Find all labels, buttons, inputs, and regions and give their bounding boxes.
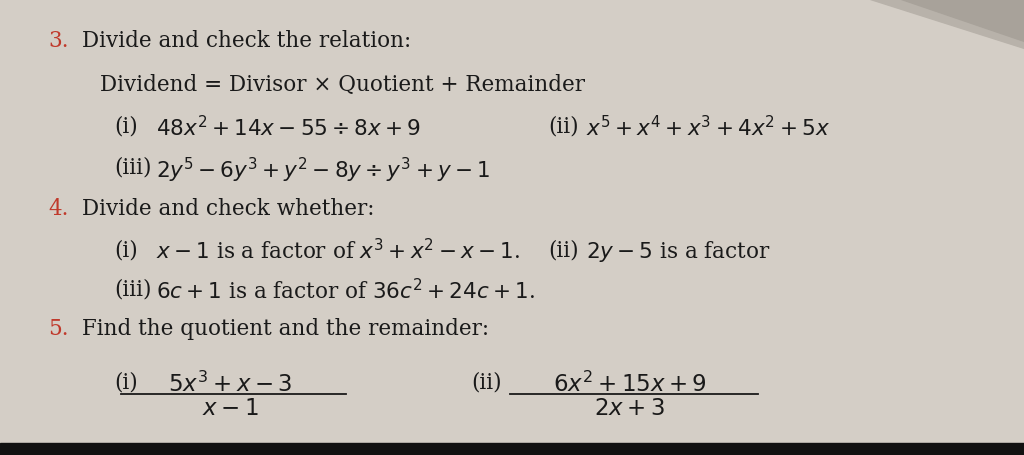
Text: $x^5 + x^4 + x^3 + 4x^2 + 5x$: $x^5 + x^4 + x^3 + 4x^2 + 5x$	[586, 116, 829, 141]
Text: 3.: 3.	[48, 30, 69, 52]
Text: (iii): (iii)	[115, 156, 153, 178]
Text: Divide and check the relation:: Divide and check the relation:	[82, 30, 412, 52]
Text: $x - 1$ is a factor of $x^3 + x^2 - x - 1$.: $x - 1$ is a factor of $x^3 + x^2 - x - …	[156, 239, 519, 264]
Text: (i): (i)	[115, 116, 138, 137]
Text: $5x^3 + x - 3$: $5x^3 + x - 3$	[168, 371, 293, 396]
Text: $x - 1$: $x - 1$	[202, 397, 259, 419]
Text: Dividend = Divisor × Quotient + Remainder: Dividend = Divisor × Quotient + Remainde…	[100, 74, 586, 96]
Text: $6c + 1$ is a factor of $36c^2 + 24c + 1$.: $6c + 1$ is a factor of $36c^2 + 24c + 1…	[156, 278, 535, 303]
Text: 5.: 5.	[48, 318, 69, 340]
Text: (iii): (iii)	[115, 278, 153, 300]
Text: Find the quotient and the remainder:: Find the quotient and the remainder:	[82, 318, 489, 340]
Text: $48x^2 + 14x - 55 \div 8x + 9$: $48x^2 + 14x - 55 \div 8x + 9$	[156, 116, 421, 141]
Text: (ii): (ii)	[548, 116, 579, 137]
Polygon shape	[901, 0, 1024, 42]
Text: (ii): (ii)	[471, 371, 502, 393]
Text: Divide and check whether:: Divide and check whether:	[82, 198, 375, 220]
Bar	[0, 443, 1024, 455]
Polygon shape	[870, 0, 1024, 49]
Text: (i): (i)	[115, 371, 138, 393]
Text: $2y^5 - 6y^3 + y^2 - 8y \div y^3 + y - 1$: $2y^5 - 6y^3 + y^2 - 8y \div y^3 + y - 1…	[156, 156, 489, 185]
Text: 4.: 4.	[48, 198, 69, 220]
Text: (ii): (ii)	[548, 239, 579, 261]
Text: (i): (i)	[115, 239, 138, 261]
Text: $6x^2 + 15x + 9$: $6x^2 + 15x + 9$	[553, 371, 707, 396]
Text: $2y - 5$ is a factor: $2y - 5$ is a factor	[586, 239, 770, 263]
Text: $2x + 3$: $2x + 3$	[594, 397, 666, 419]
